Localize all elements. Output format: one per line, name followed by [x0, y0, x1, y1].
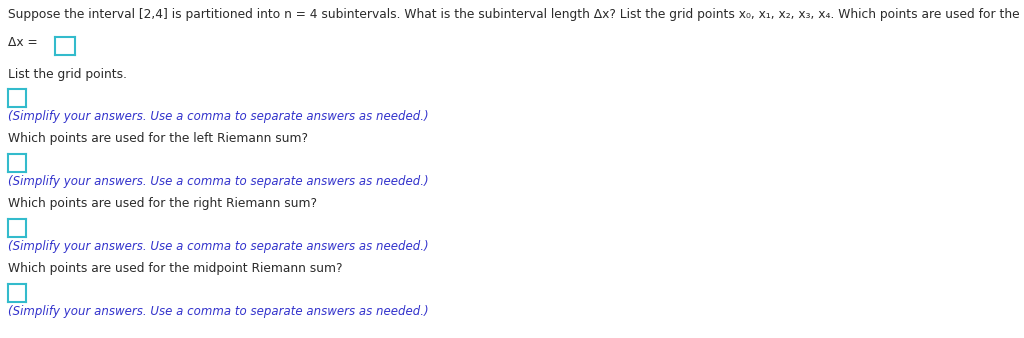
Text: (Simplify your answers. Use a comma to separate answers as needed.): (Simplify your answers. Use a comma to s… — [8, 240, 429, 253]
Text: List the grid points.: List the grid points. — [8, 68, 127, 81]
Text: (Simplify your answers. Use a comma to separate answers as needed.): (Simplify your answers. Use a comma to s… — [8, 175, 429, 188]
Text: Which points are used for the midpoint Riemann sum?: Which points are used for the midpoint R… — [8, 262, 342, 275]
Text: Which points are used for the left Riemann sum?: Which points are used for the left Riema… — [8, 132, 308, 145]
Text: Which points are used for the right Riemann sum?: Which points are used for the right Riem… — [8, 197, 317, 210]
Text: Suppose the interval [2,4] is partitioned into n = 4 subintervals. What is the s: Suppose the interval [2,4] is partitione… — [8, 8, 1024, 21]
Text: (Simplify your answers. Use a comma to separate answers as needed.): (Simplify your answers. Use a comma to s… — [8, 110, 429, 123]
Text: (Simplify your answers. Use a comma to separate answers as needed.): (Simplify your answers. Use a comma to s… — [8, 305, 429, 318]
Text: Δx =: Δx = — [8, 36, 38, 49]
